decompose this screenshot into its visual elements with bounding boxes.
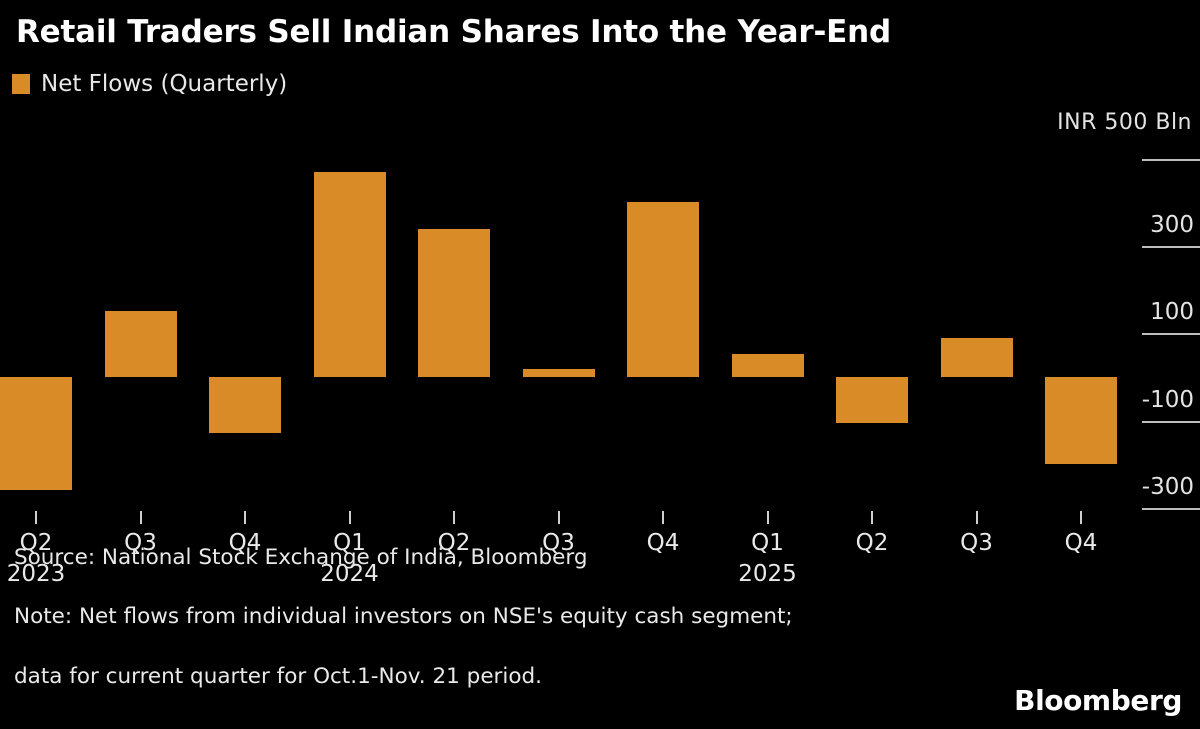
- x-axis-tick: [871, 511, 873, 524]
- x-axis-label: Q2: [855, 530, 889, 556]
- y-axis-tick-line: [1142, 158, 1200, 161]
- x-axis-label: Q2: [437, 530, 471, 556]
- bar: [522, 369, 595, 377]
- x-axis-label: Q3: [542, 530, 575, 556]
- bar: [0, 377, 72, 491]
- y-axis-tick-label: -300: [1141, 473, 1194, 500]
- y-axis-tick-label: 300: [1150, 212, 1194, 239]
- x-axis-label: Q3: [960, 530, 993, 556]
- x-axis-label: Q4: [646, 530, 680, 556]
- legend-swatch-icon: [12, 74, 30, 94]
- y-axis-tick-line: [1142, 507, 1200, 510]
- x-axis-tick: [557, 511, 560, 524]
- bar: [313, 171, 386, 377]
- bar: [418, 228, 490, 377]
- x-axis-tick: [975, 511, 978, 524]
- x-axis-tick: [35, 511, 37, 524]
- bar: [940, 337, 1013, 377]
- x-axis-tick: [244, 511, 246, 524]
- bloomberg-logo: Bloomberg: [1014, 684, 1182, 717]
- x-axis-tick: [766, 511, 769, 524]
- bar-series: [0, 171, 1117, 491]
- x-axis-tick: [453, 511, 455, 524]
- y-axis-unit-label: INR 500 Bln: [1057, 110, 1192, 135]
- page-title: Retail Traders Sell Indian Shares Into t…: [16, 14, 891, 50]
- x-axis-label: Q4: [228, 530, 262, 556]
- bar: [627, 202, 699, 377]
- x-axis-year-label: 2024: [320, 560, 379, 587]
- x-axis-label: Q3: [124, 530, 157, 556]
- y-axis-tick-label: -100: [1141, 386, 1194, 413]
- bar: [1045, 377, 1117, 465]
- bar: [836, 377, 908, 423]
- bar: [104, 310, 177, 377]
- legend-item-label: Net Flows (Quarterly): [41, 71, 288, 97]
- x-axis-label: Q1 2025: [738, 528, 797, 589]
- x-axis-tick: [662, 511, 664, 524]
- x-axis-year-label: 2023: [6, 560, 66, 587]
- y-axis-tick-line: [1142, 333, 1200, 336]
- y-axis-tick-line: [1142, 420, 1200, 423]
- chart-footnotes: Source: National Stock Exchange of India…: [14, 513, 793, 721]
- x-axis-tick: [348, 511, 351, 524]
- footnote-note-line-2: data for current quarter for Oct.1-Nov. …: [14, 663, 542, 689]
- x-axis-label: Q4: [1064, 530, 1098, 556]
- footnote-source: Source: National Stock Exchange of India…: [14, 545, 588, 571]
- bar: [731, 354, 804, 377]
- x-axis-label: Q1 2024: [320, 528, 379, 589]
- y-axis-tick-label: 100: [1150, 299, 1194, 326]
- chart-legend: Net Flows (Quarterly): [12, 71, 287, 97]
- x-axis-label: Q2 2023: [7, 528, 66, 589]
- y-axis-tick-line: [1142, 246, 1200, 249]
- x-axis-year-label: 2025: [738, 560, 797, 587]
- x-axis-tick: [139, 511, 142, 524]
- x-axis-tick: [1080, 511, 1082, 524]
- bar: [209, 377, 281, 433]
- footnote-note-line-1: Note: Net flows from individual investor…: [14, 604, 793, 630]
